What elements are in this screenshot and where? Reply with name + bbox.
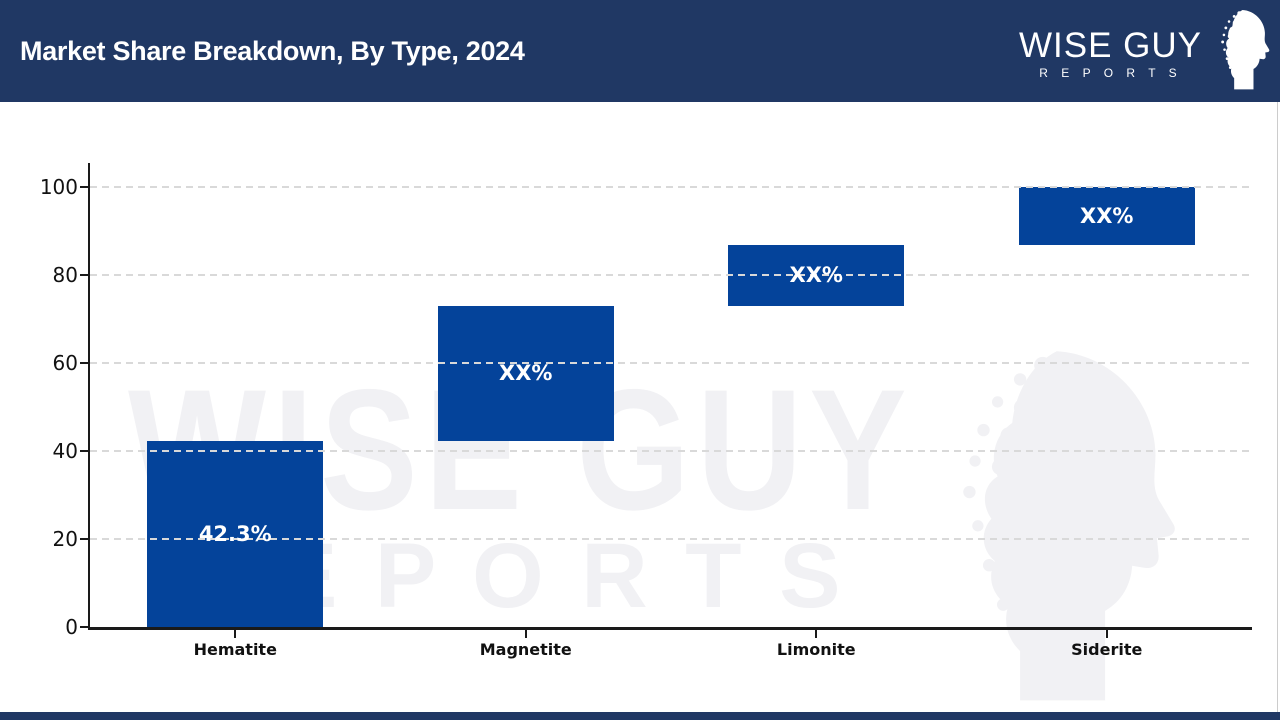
page-title: Market Share Breakdown, By Type, 2024 bbox=[20, 35, 525, 66]
y-axis-tick bbox=[80, 626, 89, 628]
header-bar: Market Share Breakdown, By Type, 2024 WI… bbox=[0, 0, 1280, 102]
gridline-20 bbox=[90, 538, 1252, 540]
bar-value-label: XX% bbox=[499, 361, 553, 386]
brand-subtitle: R E P O R T S bbox=[1039, 66, 1182, 80]
brand-name: WISE GUY bbox=[1018, 26, 1202, 65]
x-axis-tick bbox=[815, 630, 818, 638]
waterfall-chart: WISE GUY R E P O R T S 02040608010042.3%… bbox=[0, 102, 1280, 712]
chart-right-border bbox=[1277, 102, 1278, 712]
x-axis-line bbox=[88, 627, 1252, 630]
y-axis-tick bbox=[80, 538, 89, 540]
gridline-100 bbox=[90, 186, 1252, 188]
brand-logo: WISE GUY R E P O R T S bbox=[1019, 5, 1270, 93]
gridline-40 bbox=[90, 450, 1252, 452]
y-axis-tick-label: 80 bbox=[52, 263, 78, 287]
y-axis-tick-label: 100 bbox=[39, 175, 78, 199]
x-axis-category-label: Limonite bbox=[776, 640, 856, 659]
y-axis-tick-label: 20 bbox=[52, 527, 78, 551]
y-axis-spine bbox=[88, 163, 90, 630]
footer-bar bbox=[0, 712, 1280, 720]
bar-value-label: 42.3% bbox=[198, 521, 272, 546]
bar-siderite bbox=[1018, 187, 1195, 246]
y-axis-tick bbox=[80, 186, 89, 188]
x-axis-category-label: Magnetite bbox=[479, 640, 572, 659]
y-axis-tick bbox=[80, 362, 89, 364]
y-axis-tick bbox=[80, 274, 89, 276]
x-axis-category-label: Hematite bbox=[193, 640, 277, 659]
bar-magnetite bbox=[437, 305, 614, 441]
x-axis-tick bbox=[234, 630, 237, 638]
bar-value-label: XX% bbox=[789, 263, 843, 288]
x-axis-tick bbox=[1105, 630, 1108, 638]
gridline-80 bbox=[90, 274, 1252, 276]
bar-hematite bbox=[147, 440, 324, 627]
y-axis-tick-label: 0 bbox=[65, 615, 78, 639]
y-axis-tick bbox=[80, 450, 89, 452]
dotted-head-profile-icon bbox=[1221, 9, 1270, 90]
brand-logo-text: WISE GUY R E P O R T S bbox=[1019, 28, 1202, 80]
y-axis-tick-label: 40 bbox=[52, 439, 78, 463]
y-axis-tick-label: 60 bbox=[52, 351, 78, 375]
x-axis-tick bbox=[524, 630, 527, 638]
bar-value-label: XX% bbox=[1080, 204, 1134, 229]
x-axis-category-label: Siderite bbox=[1071, 640, 1143, 659]
gridline-60 bbox=[90, 362, 1252, 364]
